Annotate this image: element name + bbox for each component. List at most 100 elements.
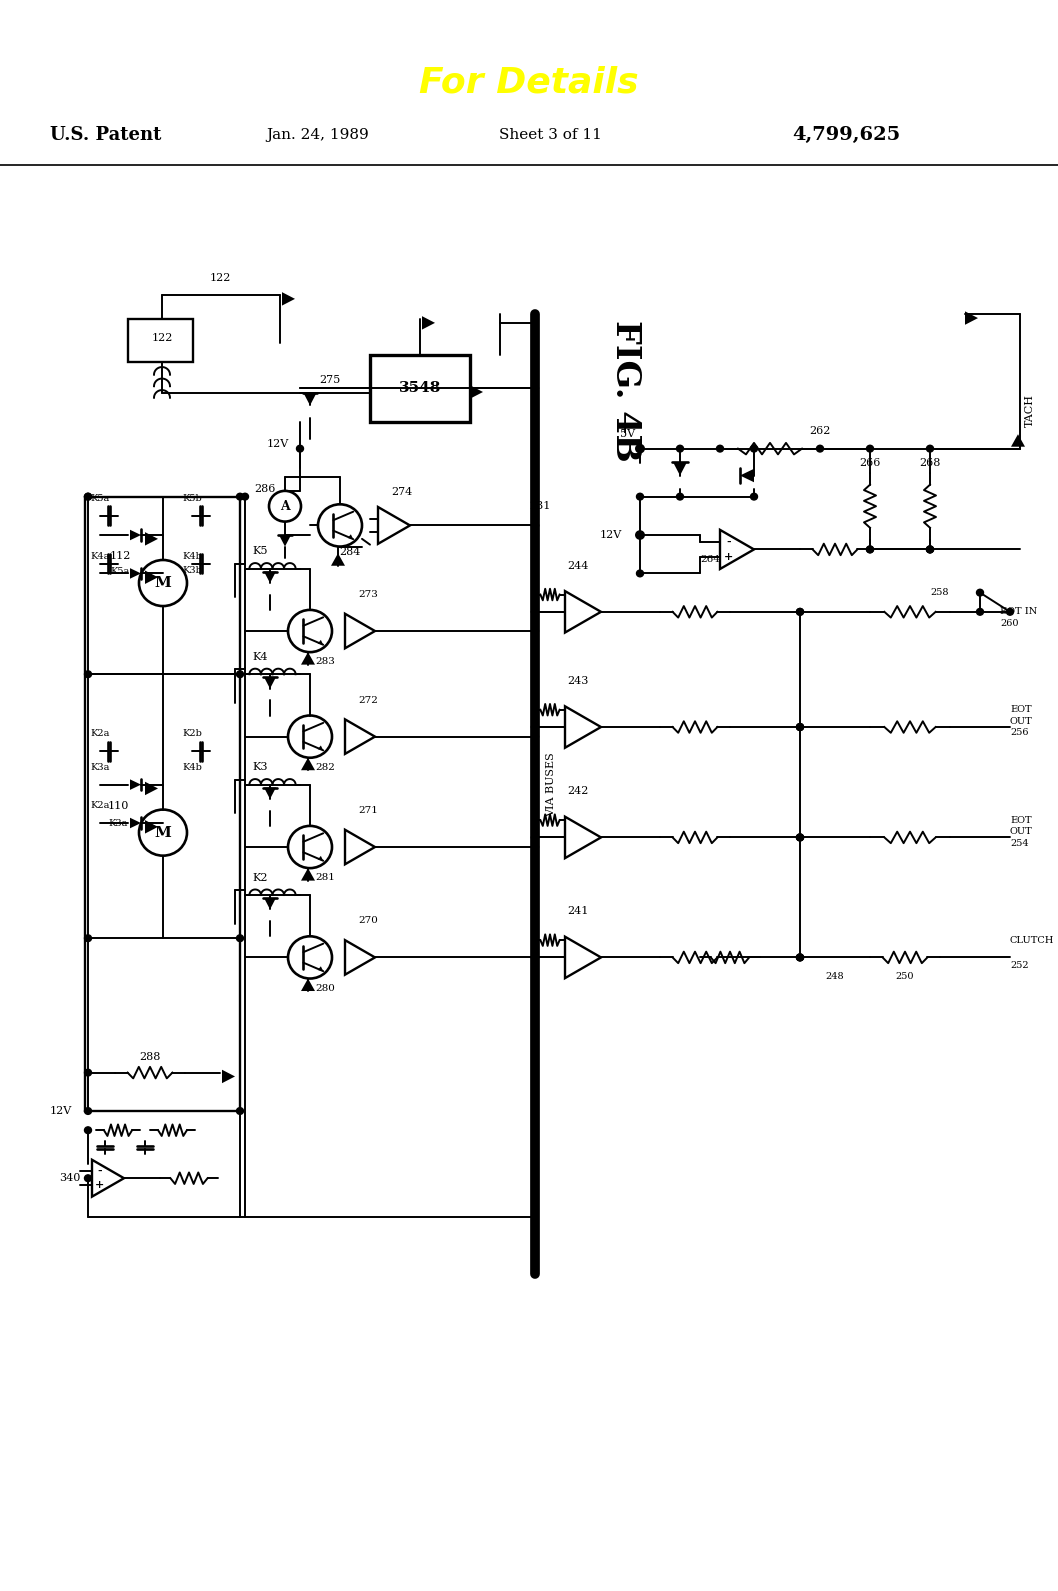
Text: K2b: K2b [182,729,202,738]
Polygon shape [145,571,158,584]
Text: 3548: 3548 [399,382,441,395]
Polygon shape [378,508,411,544]
Circle shape [716,445,724,452]
Text: 112: 112 [109,550,131,562]
Bar [370,355,470,422]
Polygon shape [317,746,323,751]
Polygon shape [92,1160,124,1196]
Text: 260: 260 [1000,619,1019,628]
Text: K3b: K3b [182,566,202,574]
Text: K4: K4 [252,652,268,662]
Polygon shape [317,856,323,861]
Polygon shape [317,640,323,644]
Polygon shape [145,531,158,546]
Circle shape [797,834,803,840]
Circle shape [85,1126,91,1133]
Circle shape [797,955,803,961]
Circle shape [867,445,874,452]
Circle shape [797,608,803,616]
Text: 12V: 12V [600,530,622,539]
Text: 12V: 12V [50,1106,72,1115]
Circle shape [676,445,683,452]
Circle shape [531,608,539,616]
Circle shape [750,493,758,500]
Circle shape [531,955,539,961]
Text: EOT: EOT [1010,705,1032,714]
Text: For Details: For Details [419,65,639,99]
Circle shape [636,531,644,539]
Text: CLICK HERE: CLICK HERE [484,24,574,38]
Circle shape [1006,608,1014,616]
Polygon shape [565,706,601,748]
Text: 286: 286 [254,484,276,493]
Circle shape [531,955,539,961]
Text: K5b: K5b [182,495,202,503]
Circle shape [237,936,243,942]
Circle shape [269,492,300,522]
Text: 262: 262 [809,426,831,436]
Circle shape [867,546,874,552]
Circle shape [797,955,803,961]
Text: 281: 281 [315,873,335,883]
Text: K3a: K3a [90,762,110,772]
Circle shape [927,546,933,552]
Circle shape [927,445,933,452]
Circle shape [288,609,332,652]
Text: K2: K2 [252,873,268,883]
Polygon shape [345,614,375,648]
Circle shape [797,724,803,730]
Polygon shape [317,966,323,971]
Circle shape [531,385,539,391]
Polygon shape [130,818,141,829]
Polygon shape [279,535,291,547]
Circle shape [139,810,187,856]
Polygon shape [304,393,316,406]
Polygon shape [282,293,295,305]
Circle shape [531,628,539,635]
Text: 275: 275 [320,374,341,385]
Text: M: M [154,576,171,590]
Text: A: A [280,500,290,512]
Circle shape [288,826,332,869]
Text: Jan. 24, 1989: Jan. 24, 1989 [266,129,369,142]
Circle shape [531,522,539,528]
Text: 241: 241 [567,907,588,916]
Text: 340: 340 [58,1173,80,1184]
Polygon shape [1011,434,1025,447]
Text: OUT: OUT [1010,827,1033,837]
Text: 264: 264 [700,555,719,563]
Text: 266: 266 [859,458,880,468]
Circle shape [85,671,91,678]
Bar [85,496,240,1111]
Text: K3a: K3a [108,818,128,827]
Circle shape [531,843,539,850]
Text: 272: 272 [358,695,378,705]
Text: 122: 122 [209,272,231,283]
Text: 280: 280 [315,983,335,993]
Text: 254: 254 [1010,838,1028,848]
Polygon shape [264,897,276,910]
Circle shape [288,936,332,978]
Text: 288: 288 [140,1052,161,1063]
Circle shape [531,724,539,730]
Polygon shape [145,819,158,834]
Text: K4a: K4a [90,552,110,560]
Circle shape [85,1107,91,1114]
Text: 4,799,625: 4,799,625 [792,126,900,145]
Polygon shape [331,554,345,566]
Text: U.S. Patent: U.S. Patent [50,126,162,145]
Text: 256: 256 [1010,729,1028,737]
Text: 110: 110 [107,800,129,811]
Polygon shape [264,571,276,582]
Polygon shape [130,568,141,579]
Polygon shape [348,535,353,539]
Text: 270: 270 [358,916,378,926]
Circle shape [797,724,803,730]
Circle shape [318,504,362,547]
Circle shape [85,493,91,500]
Polygon shape [300,652,315,665]
Polygon shape [673,461,687,476]
Text: K3: K3 [252,762,268,772]
Circle shape [241,493,249,500]
Polygon shape [130,530,141,541]
